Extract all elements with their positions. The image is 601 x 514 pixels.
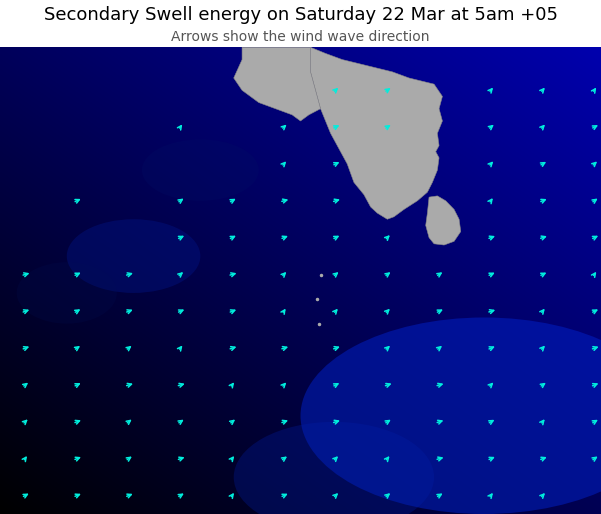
- Ellipse shape: [300, 318, 601, 514]
- Polygon shape: [234, 47, 320, 121]
- Text: Secondary Swell energy on Saturday 22 Mar at 5am +05: Secondary Swell energy on Saturday 22 Ma…: [43, 6, 558, 24]
- Polygon shape: [311, 47, 442, 219]
- Ellipse shape: [234, 422, 434, 514]
- Ellipse shape: [17, 262, 117, 324]
- Ellipse shape: [67, 219, 200, 293]
- Text: Arrows show the wind wave direction: Arrows show the wind wave direction: [171, 30, 430, 44]
- Ellipse shape: [142, 139, 259, 201]
- Polygon shape: [426, 196, 461, 245]
